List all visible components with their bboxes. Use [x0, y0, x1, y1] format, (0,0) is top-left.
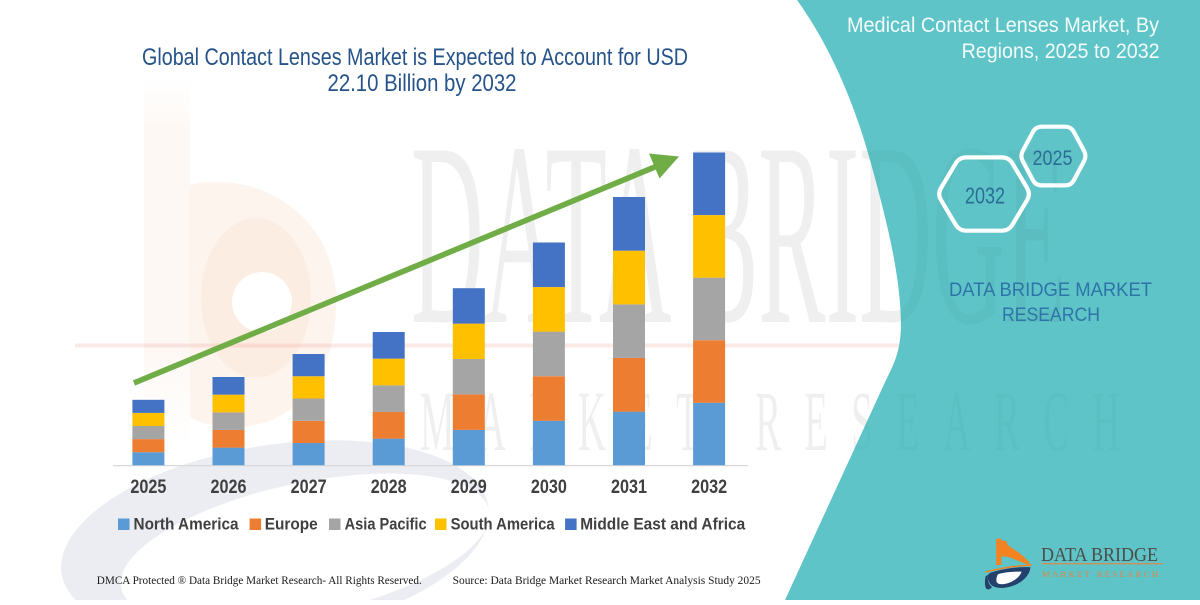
svg-text:2026: 2026: [211, 477, 247, 498]
svg-text:2031: 2031: [611, 477, 647, 498]
svg-text:MARKET RESEARCH: MARKET RESEARCH: [1042, 569, 1158, 579]
svg-text:2028: 2028: [371, 477, 407, 498]
svg-text:North America: North America: [134, 516, 240, 534]
svg-text:Medical Contact Lenses Market,: Medical Contact Lenses Market, By: [847, 14, 1159, 37]
svg-text:Source: Data Bridge Market Res: Source: Data Bridge Market Research Mark…: [453, 575, 761, 587]
svg-text:2030: 2030: [531, 477, 567, 498]
svg-text:2025: 2025: [1033, 147, 1073, 170]
svg-text:2032: 2032: [691, 477, 727, 498]
svg-text:DATA BRIDGE: DATA BRIDGE: [1041, 545, 1158, 566]
svg-text:22.10 Billion by 2032: 22.10 Billion by 2032: [328, 70, 517, 97]
svg-text:Global Contact Lenses Market i: Global Contact Lenses Market is Expected…: [142, 44, 688, 71]
svg-text:2027: 2027: [291, 477, 327, 498]
svg-text:Asia Pacific: Asia Pacific: [345, 516, 427, 534]
svg-text:Europe: Europe: [265, 516, 318, 534]
svg-text:DMCA Protected ® Data Bridge M: DMCA Protected ® Data Bridge Market Rese…: [97, 575, 422, 587]
svg-text:Middle East and Africa: Middle East and Africa: [580, 516, 746, 534]
svg-text:Regions, 2025 to 2032: Regions, 2025 to 2032: [962, 40, 1160, 63]
svg-text:RESEARCH: RESEARCH: [1002, 304, 1100, 326]
svg-text:2025: 2025: [130, 477, 166, 498]
svg-text:DATA BRIDGE MARKET: DATA BRIDGE MARKET: [949, 279, 1152, 301]
svg-text:2029: 2029: [451, 477, 487, 498]
svg-text:South America: South America: [451, 516, 556, 534]
svg-text:2032: 2032: [965, 183, 1005, 209]
